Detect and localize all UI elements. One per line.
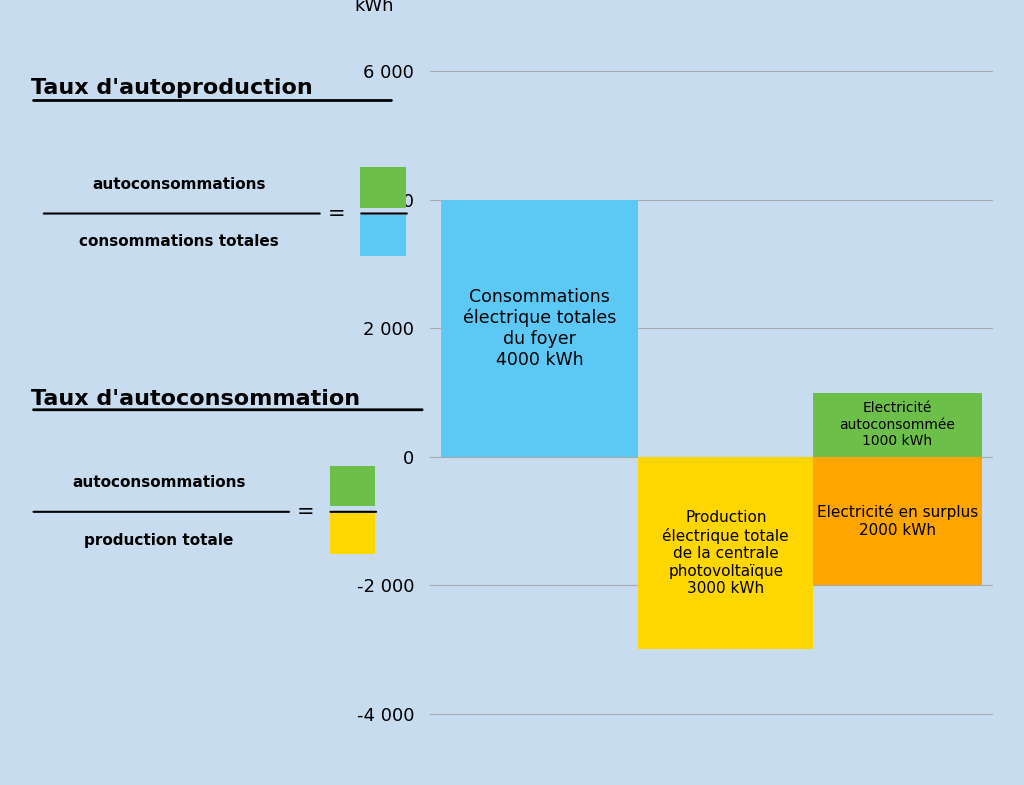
Text: production totale: production totale [84, 532, 233, 548]
Text: =: = [297, 502, 314, 522]
Text: Taux d'autoproduction: Taux d'autoproduction [31, 78, 312, 98]
Bar [330, 466, 375, 506]
Bar [330, 513, 375, 554]
Text: Electricité
autoconsommée
1000 kWh: Electricité autoconsommée 1000 kWh [840, 401, 955, 447]
Text: autoconsommations: autoconsommations [92, 177, 266, 192]
Bar [360, 215, 406, 256]
Text: consommations totales: consommations totales [79, 234, 280, 250]
Bar [639, 457, 813, 649]
Bar [360, 167, 406, 208]
Text: kWh: kWh [354, 0, 393, 15]
Text: =: = [328, 203, 345, 224]
Bar [441, 200, 639, 457]
Text: Consommations
électrique totales
du foyer
4000 kWh: Consommations électrique totales du foye… [463, 288, 616, 369]
Bar [813, 392, 982, 457]
Bar [813, 457, 982, 585]
Text: Production
électrique totale
de la centrale
photovoltaïque
3000 kWh: Production électrique totale de la centr… [663, 510, 790, 596]
Text: autoconsommations: autoconsommations [72, 475, 246, 491]
Text: Electricité en surplus
2000 kWh: Electricité en surplus 2000 kWh [817, 504, 978, 538]
Text: Taux d'autoconsommation: Taux d'autoconsommation [31, 389, 359, 408]
